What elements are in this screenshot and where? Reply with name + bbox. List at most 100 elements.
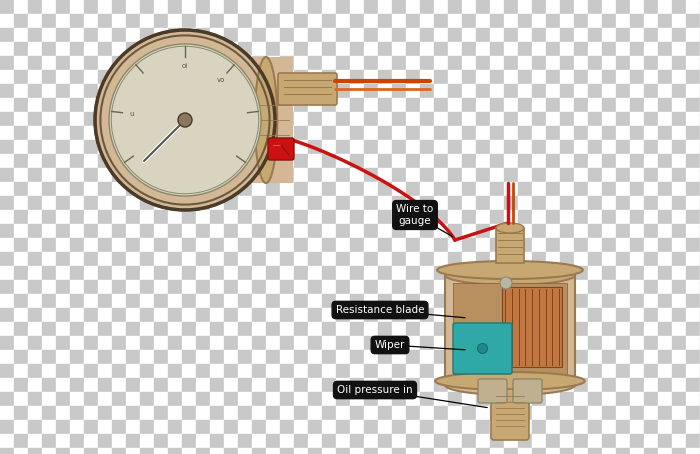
Bar bbox=[448, 350, 462, 364]
Bar bbox=[56, 56, 70, 70]
Bar bbox=[532, 252, 546, 266]
Bar bbox=[210, 406, 224, 420]
Bar bbox=[196, 392, 210, 406]
Bar bbox=[14, 266, 28, 280]
Bar bbox=[350, 252, 364, 266]
Bar bbox=[546, 140, 560, 154]
Bar bbox=[308, 378, 322, 392]
Bar bbox=[490, 182, 504, 196]
Bar bbox=[350, 378, 364, 392]
Bar bbox=[238, 112, 252, 126]
Bar bbox=[182, 154, 196, 168]
Bar bbox=[378, 112, 392, 126]
Bar bbox=[420, 420, 434, 434]
Bar bbox=[364, 336, 378, 350]
Bar bbox=[644, 238, 658, 252]
Bar bbox=[364, 70, 378, 84]
Bar bbox=[630, 308, 644, 322]
Bar bbox=[602, 42, 616, 56]
Bar bbox=[0, 98, 14, 112]
Bar bbox=[490, 168, 504, 182]
Bar bbox=[686, 392, 700, 406]
Bar bbox=[496, 228, 524, 263]
Bar bbox=[84, 364, 98, 378]
Bar bbox=[378, 392, 392, 406]
Bar bbox=[42, 252, 56, 266]
Bar bbox=[308, 406, 322, 420]
Bar bbox=[602, 238, 616, 252]
Bar bbox=[98, 406, 112, 420]
Bar bbox=[490, 308, 504, 322]
Bar bbox=[644, 168, 658, 182]
Bar bbox=[28, 378, 42, 392]
Bar bbox=[336, 196, 350, 210]
Bar bbox=[0, 56, 14, 70]
Bar bbox=[378, 0, 392, 14]
Bar bbox=[294, 140, 308, 154]
Bar bbox=[350, 140, 364, 154]
Bar bbox=[280, 336, 294, 350]
Bar bbox=[462, 84, 476, 98]
Bar bbox=[238, 392, 252, 406]
Bar bbox=[420, 70, 434, 84]
Bar bbox=[196, 140, 210, 154]
Bar bbox=[462, 140, 476, 154]
Bar bbox=[154, 266, 168, 280]
Bar bbox=[0, 168, 14, 182]
Bar bbox=[350, 350, 364, 364]
Bar bbox=[238, 224, 252, 238]
Bar bbox=[196, 112, 210, 126]
Bar bbox=[70, 448, 84, 454]
Bar bbox=[448, 14, 462, 28]
Bar bbox=[686, 112, 700, 126]
Bar bbox=[588, 238, 602, 252]
Bar bbox=[462, 28, 476, 42]
Bar bbox=[308, 294, 322, 308]
Bar bbox=[280, 322, 294, 336]
Bar bbox=[518, 420, 532, 434]
Bar bbox=[70, 84, 84, 98]
Bar bbox=[70, 378, 84, 392]
Bar bbox=[210, 364, 224, 378]
Bar bbox=[350, 406, 364, 420]
Bar bbox=[14, 280, 28, 294]
Bar bbox=[672, 210, 686, 224]
Bar bbox=[210, 126, 224, 140]
Bar bbox=[252, 182, 266, 196]
Bar bbox=[490, 280, 504, 294]
Bar bbox=[168, 336, 182, 350]
Bar bbox=[294, 84, 308, 98]
Bar bbox=[224, 56, 238, 70]
Bar bbox=[420, 112, 434, 126]
Ellipse shape bbox=[445, 375, 575, 395]
Bar bbox=[252, 364, 266, 378]
Bar bbox=[98, 266, 112, 280]
Bar bbox=[182, 14, 196, 28]
Bar bbox=[434, 28, 448, 42]
Bar bbox=[658, 112, 672, 126]
Text: oi: oi bbox=[182, 63, 188, 69]
Bar bbox=[42, 266, 56, 280]
Bar bbox=[210, 434, 224, 448]
Bar bbox=[378, 98, 392, 112]
Bar bbox=[84, 182, 98, 196]
Bar bbox=[266, 364, 280, 378]
Bar bbox=[182, 126, 196, 140]
Bar bbox=[238, 28, 252, 42]
Bar bbox=[392, 196, 406, 210]
Bar bbox=[392, 154, 406, 168]
Bar bbox=[98, 182, 112, 196]
Bar bbox=[602, 350, 616, 364]
Bar bbox=[574, 210, 588, 224]
Bar bbox=[154, 56, 168, 70]
Bar bbox=[280, 28, 294, 42]
Bar bbox=[518, 196, 532, 210]
Bar bbox=[84, 84, 98, 98]
Bar bbox=[84, 14, 98, 28]
Bar bbox=[322, 448, 336, 454]
Bar bbox=[392, 434, 406, 448]
Bar bbox=[588, 308, 602, 322]
Bar bbox=[28, 308, 42, 322]
Bar bbox=[546, 448, 560, 454]
Bar bbox=[546, 406, 560, 420]
